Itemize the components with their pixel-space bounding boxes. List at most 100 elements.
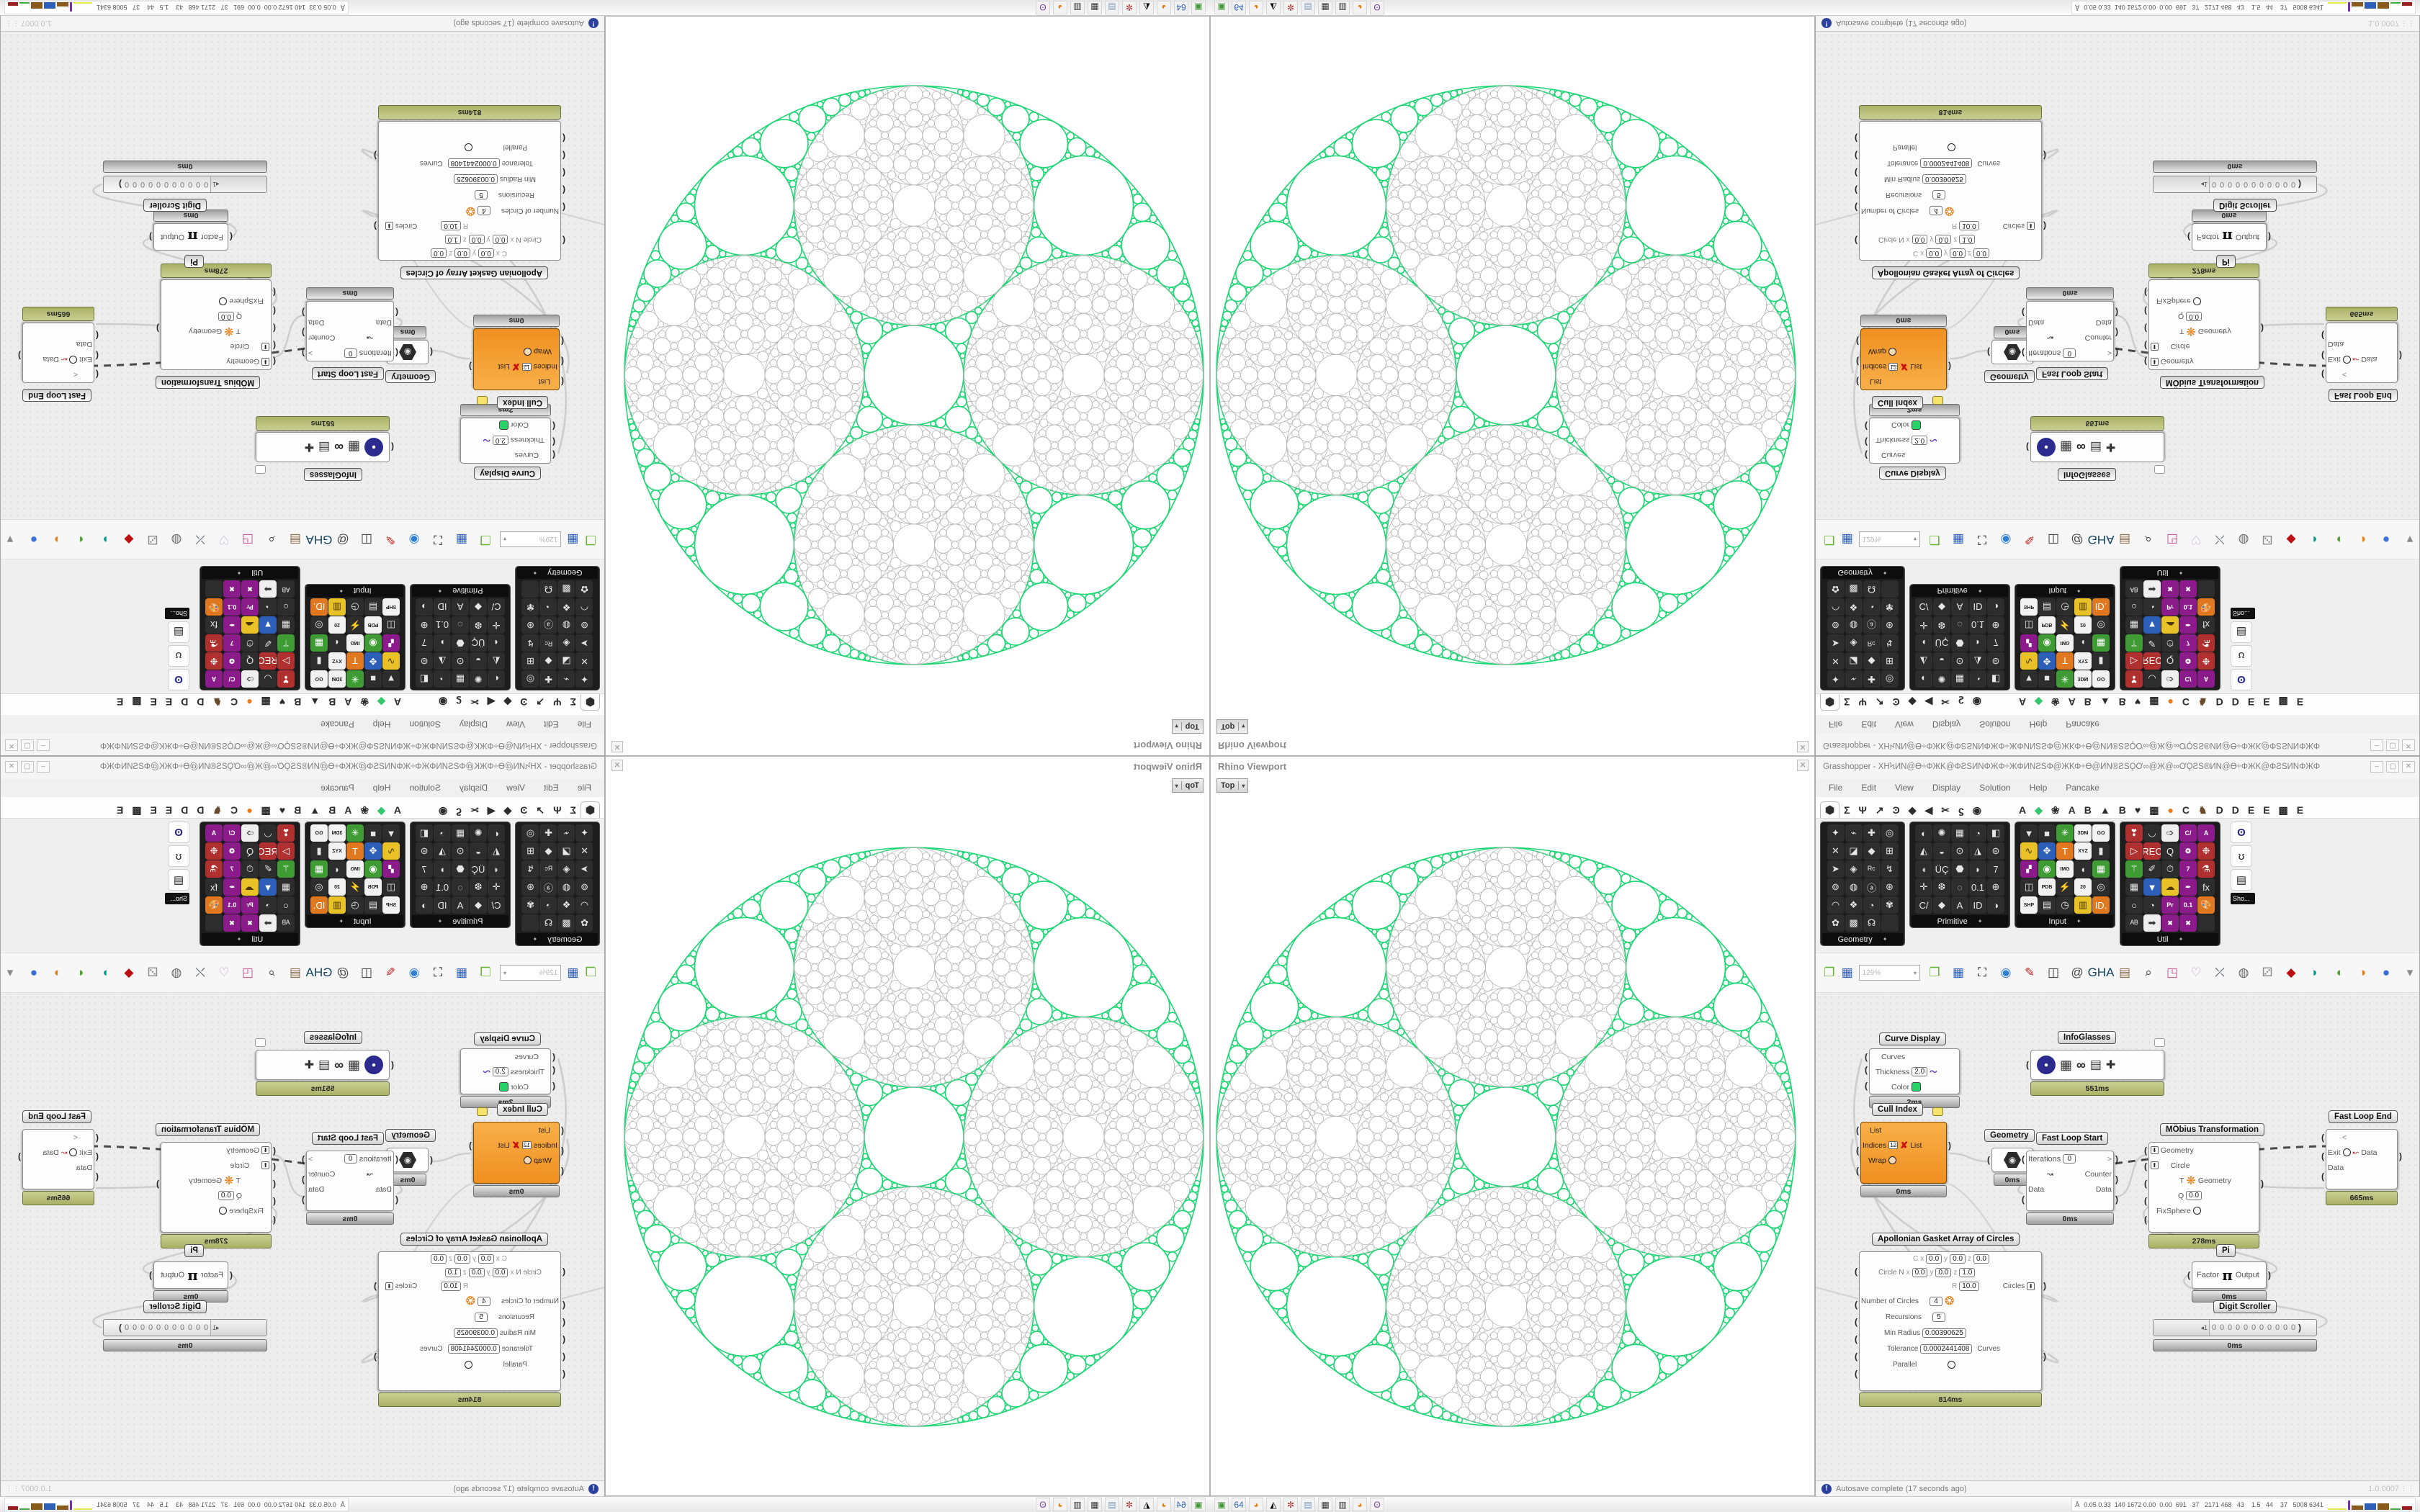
port-data-out[interactable]: Data (42, 1148, 59, 1157)
icon-cell[interactable]: ⬣ (1951, 860, 1968, 878)
icon-cell[interactable]: 0.1 (2179, 896, 2197, 914)
node-label-digit-scroller[interactable]: Digit Scroller (2213, 1300, 2277, 1313)
icon-cell[interactable]: ▦ (455, 533, 468, 546)
icon-cell[interactable]: A (452, 896, 469, 914)
open-file-icon[interactable]: ❐ (585, 533, 596, 546)
icon-cell[interactable]: ✺ (470, 824, 487, 842)
icon-cell[interactable]: ↯ (521, 634, 539, 652)
icon-cell[interactable]: 0 (187, 180, 194, 189)
port-t[interactable]: T (2179, 1176, 2184, 1185)
color-swatch[interactable] (498, 420, 508, 430)
icon-cell[interactable]: ◖ (2074, 634, 2092, 652)
icon-cell[interactable]: ✕ (1827, 842, 1845, 860)
icon-cell[interactable]: ◈ (557, 860, 575, 878)
icon-cell[interactable]: 0 (2289, 180, 2297, 189)
port-geometry-in[interactable]: Geometry (2160, 1146, 2194, 1155)
tab-group-left[interactable]: Σ Ψ ↗ Ͽ ◆ ◀ ✂ ϛ ◉ (434, 803, 581, 818)
icon-cell[interactable]: ❐ (1929, 966, 1940, 979)
icon-cell[interactable]: B (294, 696, 302, 708)
icon-cell[interactable]: ⊞ (1881, 842, 1899, 860)
icon-cell[interactable]: ID (434, 896, 451, 914)
port-q[interactable]: Q (2178, 1191, 2184, 1200)
cabinet-icon[interactable]: ▤ (318, 1058, 331, 1071)
icon-cell[interactable]: E (116, 696, 124, 708)
color-swatch[interactable] (1912, 1082, 1922, 1092)
icon-cell[interactable]: A (2068, 696, 2076, 708)
icon-cell[interactable]: 0.1 (223, 598, 241, 616)
icon-cell[interactable]: ▷ (2125, 842, 2143, 860)
icon-cell[interactable]: ✖ (2161, 580, 2179, 598)
icon-cell[interactable]: ❆ (470, 878, 487, 896)
icon-cell[interactable]: ▦ (455, 966, 468, 979)
node-label-digit-scroller[interactable]: Digit Scroller (143, 1300, 207, 1313)
icon-cell[interactable]: ◧ (416, 824, 433, 842)
icon-cell[interactable]: E (2296, 696, 2304, 708)
node-label-curve-display[interactable]: Curve Display (1879, 1032, 1946, 1045)
iterations-value[interactable]: 0 (2063, 1154, 2076, 1164)
icon-cell[interactable]: fx (2197, 616, 2215, 634)
warning-balloon-icon[interactable] (477, 396, 488, 405)
nz-value[interactable]: 1.0 (444, 235, 461, 244)
icon-cell[interactable]: ■ (2038, 670, 2056, 688)
icon-cell[interactable]: ◕ (1353, 1, 1367, 14)
icon-cell[interactable]: ◍ (1845, 616, 1863, 634)
icon-cell[interactable]: Ͽ (520, 804, 528, 816)
icon-cell[interactable]: ♞ (2198, 804, 2208, 816)
icon-cell[interactable]: ⛶ (434, 966, 442, 979)
exit-toggle[interactable] (2342, 1148, 2351, 1156)
toolbar-icons[interactable]: ❐ ▦ ⛶ ◉ ✎ ◫ @ GHA ▤ ⌕ ◳ ♡ ⤫ ◍ ⚂ ◆ ◗ ◖ ◑ ● ▾ (1925, 530, 2419, 549)
icon-cell[interactable]: PDB (2038, 878, 2056, 896)
icon-cell[interactable]: ▞ (2020, 860, 2038, 878)
icon-cell[interactable]: E (150, 804, 157, 816)
icon-cell[interactable]: ◮ (434, 842, 451, 860)
icon-cell[interactable]: ⊞ (1881, 652, 1899, 670)
port-circle[interactable]: Circle (2170, 1161, 2190, 1170)
icon-cell[interactable]: ▼ (2020, 670, 2038, 688)
port-indices[interactable]: Indices (533, 1140, 557, 1150)
icon-cell[interactable]: ⊜ (1987, 652, 2004, 670)
icon-cell[interactable]: REC (259, 842, 277, 860)
sphere-lines-icon[interactable]: ● (364, 1056, 383, 1074)
icon-cell[interactable]: ◑ (2358, 966, 2367, 979)
icon-cell[interactable]: E (116, 804, 124, 816)
menu-display[interactable]: Display (459, 719, 488, 729)
icon-cell[interactable]: @ (336, 533, 349, 546)
node-label-geometry[interactable]: Geometry (1984, 370, 2035, 383)
number-of-circles-value[interactable]: 4 (477, 1296, 490, 1306)
icon-cell[interactable]: ◫ (360, 966, 373, 979)
icon-cell[interactable]: GHA (305, 966, 333, 979)
icon-cell[interactable]: A (2197, 824, 2215, 842)
menu-help[interactable]: Help (372, 719, 391, 729)
icon-cell[interactable]: ↗ (1875, 696, 1884, 708)
drawer-icon[interactable]: ▤ (2231, 869, 2252, 891)
node-fast-loop-end[interactable]: (< (Exit ↜ Data) (Data (18, 323, 99, 383)
icon-cell[interactable]: ▩ (2278, 804, 2288, 816)
port-color[interactable]: Color (510, 420, 529, 430)
node-pi[interactable]: (Factor π Output) (2187, 223, 2271, 251)
tolerance-value[interactable]: 0.0002441408 (1920, 158, 1973, 168)
icon-cell[interactable]: ▣ (1191, 1, 1206, 14)
icon-cell[interactable]: ◔ (539, 896, 557, 914)
icon-cell[interactable]: ◆ (1908, 804, 1917, 816)
node-fast-loop-end[interactable]: (< (Exit ↜ Data) (Data (2321, 1129, 2402, 1189)
icon-cell[interactable]: ➡ (259, 914, 277, 932)
port-counter[interactable]: Counter (308, 1169, 336, 1179)
icon-cell[interactable]: ID. (2092, 896, 2110, 914)
resize-grip[interactable]: ⋮⋮ (5, 1485, 19, 1492)
icon-cell[interactable]: 0 (2218, 1323, 2226, 1332)
icon-cell[interactable]: ◆ (503, 696, 512, 708)
icon-cell[interactable]: ✒ (2179, 878, 2197, 896)
icon-cell[interactable]: ◌ (1951, 616, 1968, 634)
node-infoglasses[interactable]: ( ● ▦ ∞ ▤ ✚ (2026, 432, 2164, 462)
icon-cell[interactable]: ID. (2092, 598, 2110, 616)
icon-cell[interactable]: ⊕ (416, 878, 433, 896)
icon-cell[interactable]: ⬣ (452, 860, 469, 878)
port-output[interactable]: Output (161, 1271, 185, 1279)
node-label-infoglasses[interactable]: InfoGlasses (2058, 468, 2117, 481)
cy-value[interactable]: 0.0 (1950, 248, 1966, 258)
icon-cell[interactable]: T (346, 652, 364, 670)
close-button[interactable]: ✕ (5, 739, 18, 751)
color-swatch[interactable] (1912, 420, 1922, 430)
